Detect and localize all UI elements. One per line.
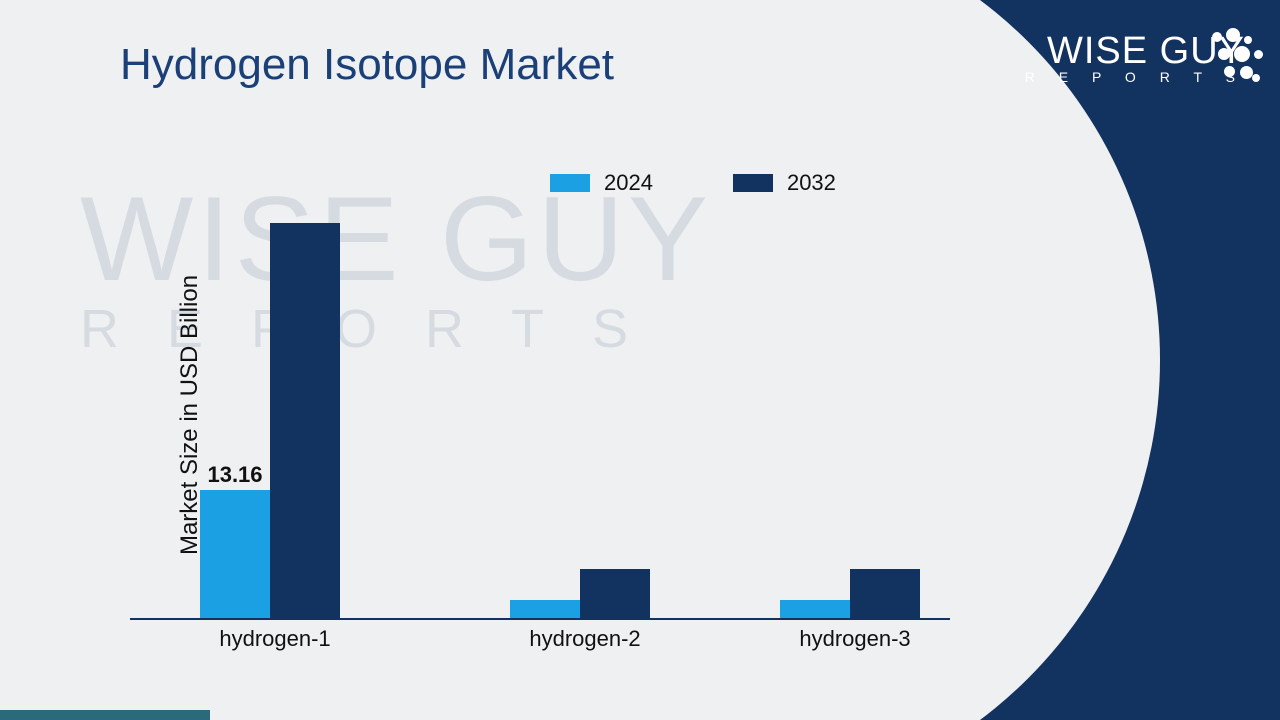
bar — [510, 600, 580, 618]
bottom-accent-bar — [0, 710, 210, 720]
legend-label-2024: 2024 — [604, 170, 653, 196]
plot-area: hydrogen-1hydrogen-2hydrogen-313.16 — [130, 220, 950, 620]
chart: Market Size in USD Billion 2024 2032 hyd… — [90, 180, 960, 650]
category-label: hydrogen-3 — [745, 620, 965, 652]
bar — [850, 569, 920, 618]
bar — [200, 490, 270, 618]
legend-label-2032: 2032 — [787, 170, 836, 196]
chart-title: Hydrogen Isotope Market — [120, 40, 614, 90]
legend-item-2024: 2024 — [550, 170, 653, 196]
bar — [780, 600, 850, 618]
legend-item-2032: 2032 — [733, 170, 836, 196]
bar — [270, 223, 340, 618]
value-label: 13.16 — [207, 462, 262, 488]
brand-head-icon — [1204, 26, 1274, 96]
canvas: Hydrogen Isotope Market WISE GUY R E P O… — [0, 0, 1280, 720]
legend-swatch-2024 — [550, 174, 590, 192]
bar — [580, 569, 650, 618]
category-label: hydrogen-2 — [475, 620, 695, 652]
legend: 2024 2032 — [550, 170, 836, 196]
category-label: hydrogen-1 — [165, 620, 385, 652]
legend-swatch-2032 — [733, 174, 773, 192]
